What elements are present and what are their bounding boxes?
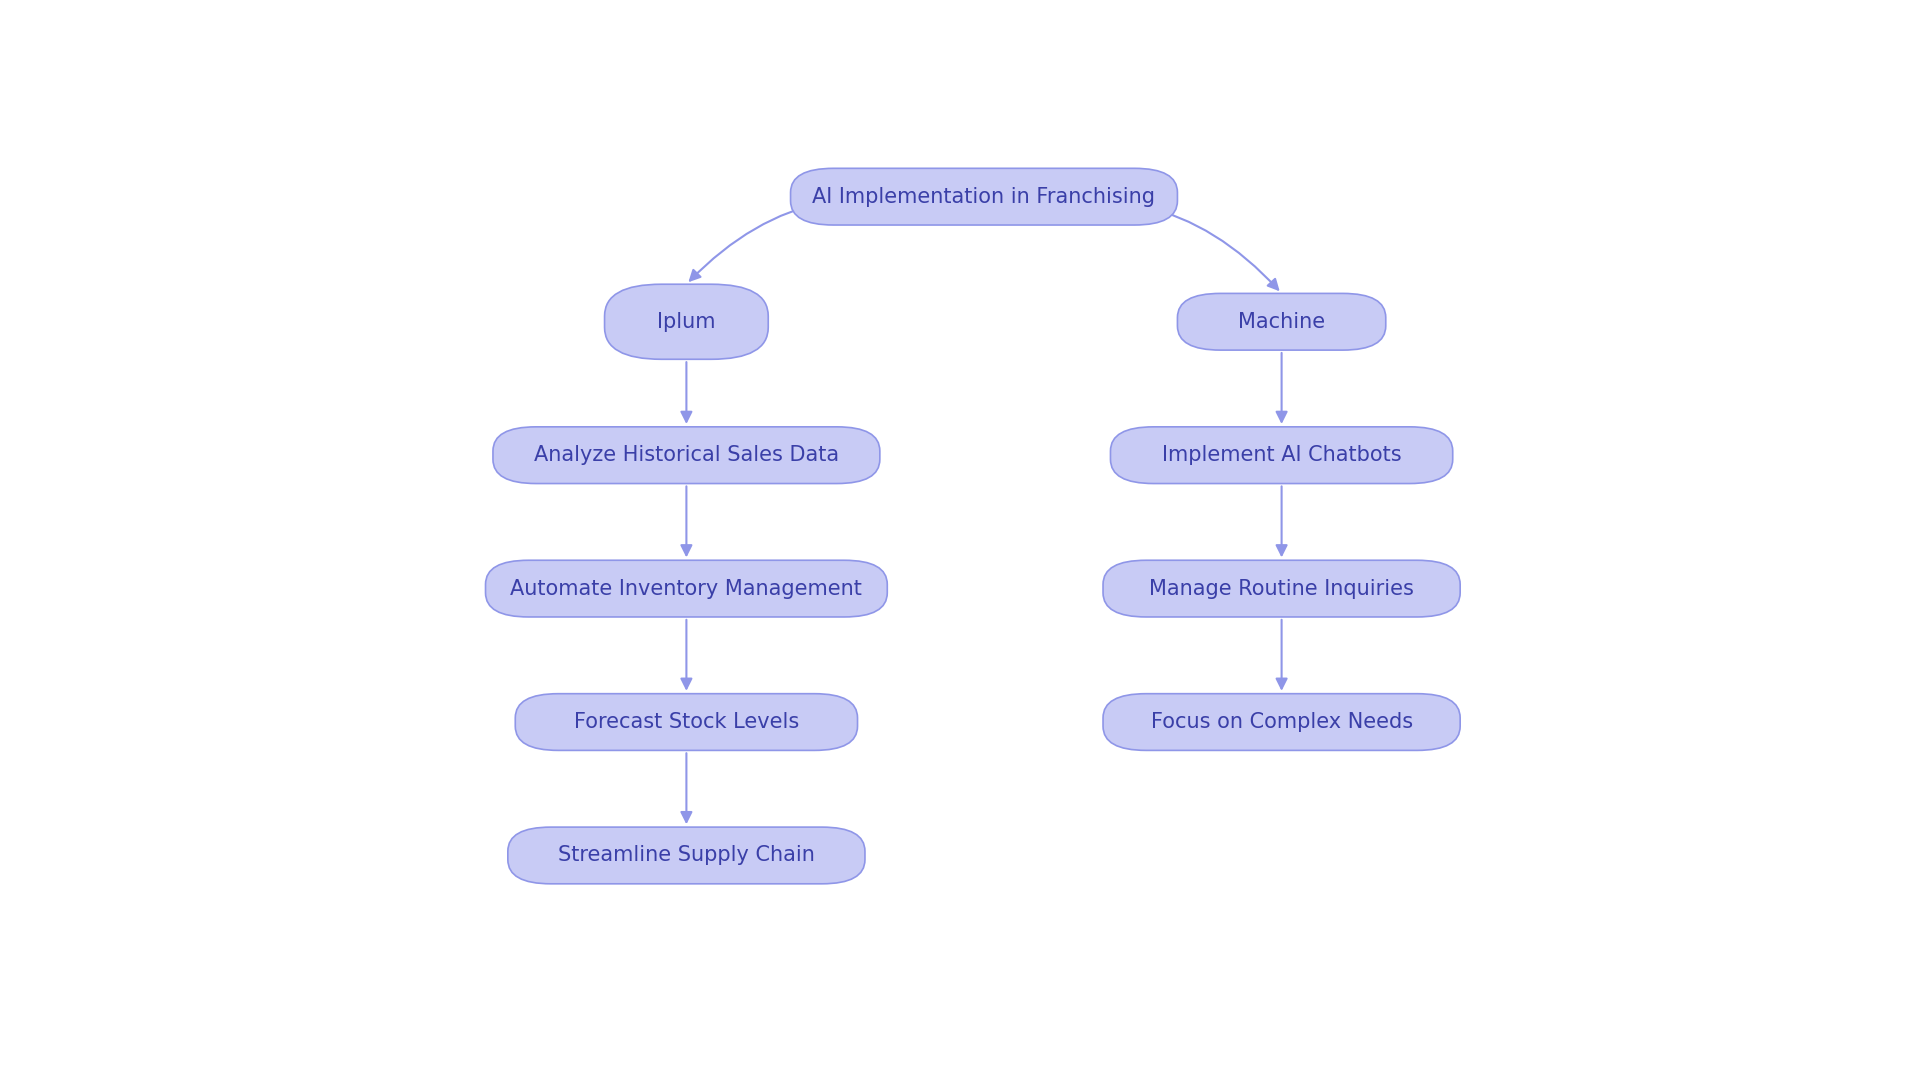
FancyBboxPatch shape [515, 694, 858, 751]
Text: Iplum: Iplum [657, 312, 716, 331]
Text: AI Implementation in Franchising: AI Implementation in Franchising [812, 186, 1156, 207]
FancyBboxPatch shape [493, 427, 879, 483]
Text: Manage Routine Inquiries: Manage Routine Inquiries [1150, 578, 1413, 599]
Text: Analyze Historical Sales Data: Analyze Historical Sales Data [534, 445, 839, 466]
FancyBboxPatch shape [791, 168, 1177, 225]
Text: Forecast Stock Levels: Forecast Stock Levels [574, 712, 799, 732]
Text: Streamline Supply Chain: Streamline Supply Chain [559, 846, 814, 865]
FancyBboxPatch shape [1102, 560, 1459, 617]
FancyBboxPatch shape [507, 827, 864, 884]
FancyBboxPatch shape [605, 284, 768, 360]
Text: Machine: Machine [1238, 312, 1325, 331]
FancyBboxPatch shape [1102, 694, 1459, 751]
FancyBboxPatch shape [1177, 293, 1386, 350]
FancyBboxPatch shape [486, 560, 887, 617]
Text: Implement AI Chatbots: Implement AI Chatbots [1162, 445, 1402, 466]
Text: Focus on Complex Needs: Focus on Complex Needs [1150, 712, 1413, 732]
Text: Automate Inventory Management: Automate Inventory Management [511, 578, 862, 599]
FancyBboxPatch shape [1110, 427, 1453, 483]
